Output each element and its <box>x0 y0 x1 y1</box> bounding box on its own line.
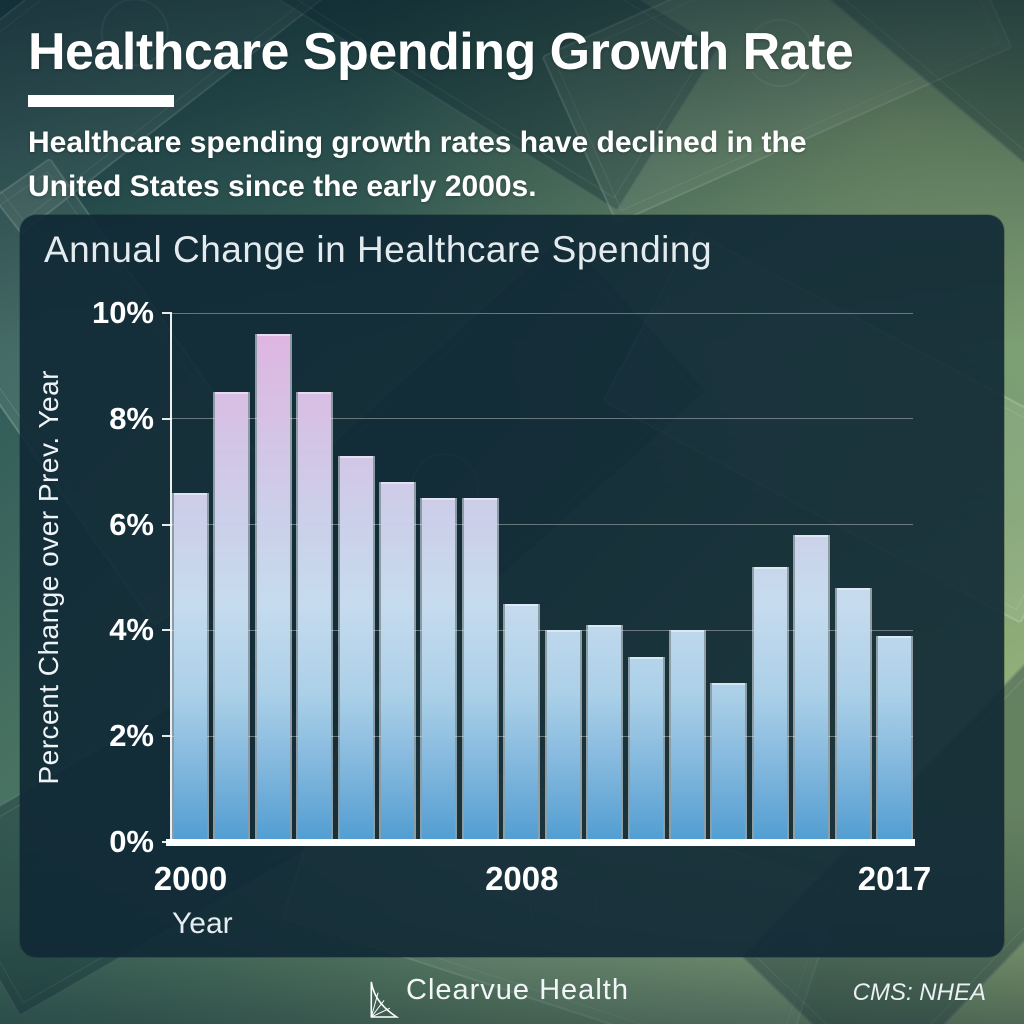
y-tick-2% <box>162 735 172 738</box>
y-gridline-2% <box>172 735 913 737</box>
page-subtitle: Healthcare spending growth rates have de… <box>28 121 807 209</box>
y-tick-4% <box>162 629 172 632</box>
y-tick-10% <box>162 312 172 314</box>
y-gridline-8% <box>172 418 913 420</box>
bar-2007 <box>461 498 499 842</box>
bar-2015 <box>793 535 831 842</box>
x-axis-title: Year <box>172 907 233 940</box>
subtitle-line-1: Healthcare spending growth rates have de… <box>28 126 807 159</box>
y-tick-label-6%: 6% <box>109 506 154 542</box>
plot-area: 0% 2% 4% 6% 8% 10% 2000 2008 2017 <box>92 295 931 897</box>
chart-panel: Annual Change in Healthcare Spending Per… <box>20 215 1004 957</box>
bar-2004 <box>337 455 375 842</box>
title-underline <box>28 95 174 107</box>
brand-name: Clearvue Health <box>406 974 629 1006</box>
y-tick-label-4%: 4% <box>109 612 154 648</box>
bar-2000 <box>172 492 209 842</box>
clearvue-sail-logo-icon <box>370 981 399 1018</box>
x-tick-label-2017: 2017 <box>857 860 932 897</box>
bar-2017 <box>876 635 913 842</box>
y-tick-8% <box>162 417 172 420</box>
x-axis-line <box>166 839 915 846</box>
bar-2006 <box>420 498 458 842</box>
y-gridline-6% <box>172 524 913 526</box>
bar-2011 <box>627 656 665 842</box>
chart-title: Annual Change in Healthcare Spending <box>44 229 713 270</box>
bar-2008 <box>503 603 541 842</box>
bar-2012 <box>668 630 706 842</box>
y-gridline-4% <box>172 629 913 631</box>
bar-2002 <box>254 334 292 842</box>
bar-2001 <box>213 392 251 842</box>
bar-2005 <box>379 482 417 842</box>
data-source: CMS: NHEA <box>852 979 986 1006</box>
bar-2009 <box>544 630 582 842</box>
y-axis-line <box>170 313 172 842</box>
x-tick-label-2008: 2008 <box>485 860 559 897</box>
y-tick-label-0%: 0% <box>109 824 154 859</box>
bar-2014 <box>751 566 789 842</box>
y-gridline-10% <box>172 312 913 314</box>
y-tick-label-2%: 2% <box>109 718 154 754</box>
bar-2016 <box>834 588 872 842</box>
y-tick-label-10%: 10% <box>91 295 154 330</box>
bar-2013 <box>710 683 748 842</box>
y-axis-title-wrap: Percent Change over Prev. Year <box>26 313 72 842</box>
y-tick-label-8%: 8% <box>109 400 154 436</box>
subtitle-line-2: United States since the early 2000s. <box>28 170 537 203</box>
x-tick-label-2000: 2000 <box>153 860 228 897</box>
bar-2003 <box>296 392 334 842</box>
bar-2010 <box>586 625 624 842</box>
page-title: Healthcare Spending Growth Rate <box>28 23 854 81</box>
y-tick-6% <box>162 523 172 526</box>
